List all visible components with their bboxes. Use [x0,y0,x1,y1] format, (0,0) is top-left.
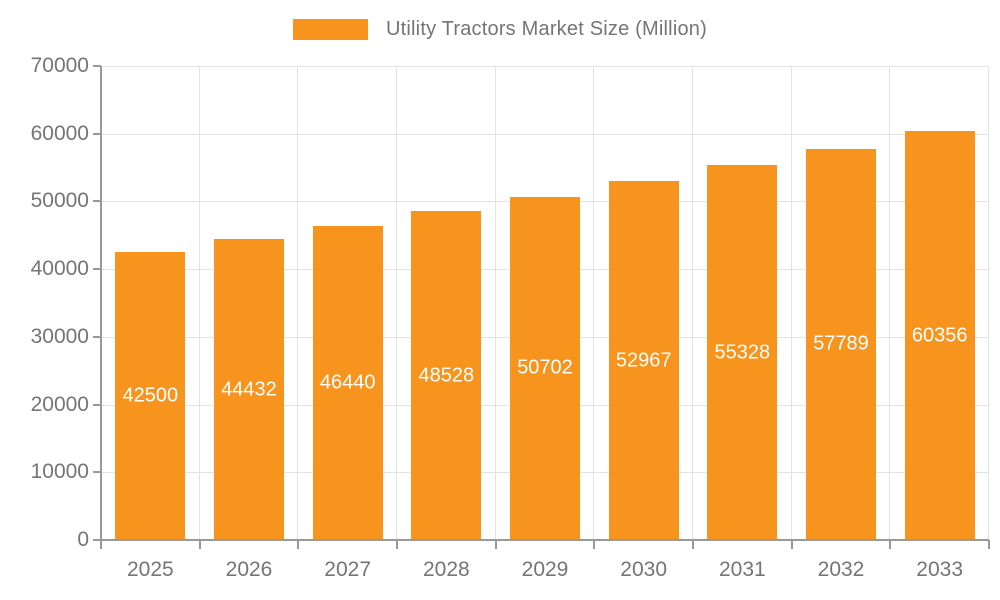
x-axis-label: 2031 [718,558,766,581]
x-axis-tick [692,540,694,549]
x-axis-tick [988,540,990,549]
x-axis-label: 2027 [324,558,372,581]
y-axis-label: 10000 [30,460,89,484]
gridline-vertical [889,66,891,540]
gridline-horizontal [101,133,989,135]
y-axis-tick [93,132,101,135]
x-axis-tick [593,540,596,549]
x-axis-label: 2033 [916,558,964,581]
gridline-vertical [790,66,792,540]
x-axis-tick [790,540,793,549]
gridline-horizontal [101,66,989,67]
x-axis-label: 2029 [521,558,569,581]
bar-2033[interactable]: 60356 [904,131,975,540]
y-axis-label: 0 [77,528,89,551]
plot-area: 42500 44432 46440 48528 50702 52967 55328 57789… [101,66,989,540]
y-axis-line [100,66,102,549]
y-axis-tick [93,471,101,474]
gridline-vertical [593,66,595,540]
gridline-vertical [396,66,397,540]
bar-value-label: 42500 [122,384,179,407]
gridline-vertical [988,66,989,540]
x-axis-label: 2032 [817,558,865,581]
bar-2026[interactable]: 44432 [214,239,284,540]
bar-2030[interactable]: 52967 [608,181,679,540]
bar-2027[interactable]: 46440 [312,225,383,540]
bar-value-label: 50702 [517,356,573,379]
bar-value-label: 57789 [813,332,869,355]
x-axis-tick [198,540,201,549]
x-axis-line [101,539,989,541]
y-axis-label: 20000 [30,392,89,416]
bar-value-label: 48528 [418,364,475,387]
x-axis-label: 2028 [422,558,470,581]
gridline-vertical [297,66,299,540]
legend-swatch[interactable] [293,19,368,40]
x-axis-tick [396,540,398,549]
y-axis-label: 50000 [30,189,89,213]
bar-2025[interactable]: 42500 [115,252,186,540]
y-axis-label: 30000 [30,324,89,348]
gridline-vertical [692,66,693,540]
bar-2028[interactable]: 48528 [411,211,482,540]
bar-2029[interactable]: 50702 [510,196,580,540]
legend-label[interactable]: Utility Tractors Market Size (Million) [386,18,707,40]
x-axis-label: 2026 [225,558,273,581]
y-axis-label: 70000 [30,54,89,77]
bar-value-label: 44432 [221,378,277,401]
y-axis-tick [93,268,101,271]
x-axis-tick [297,540,300,549]
bar-2031[interactable]: 55328 [707,165,778,540]
legend[interactable]: Utility Tractors Market Size (Million) [0,18,1000,41]
y-axis-tick [93,403,101,406]
y-axis-tick [93,335,101,338]
x-axis-label: 2030 [620,558,668,581]
y-axis-label: 40000 [30,257,89,281]
gridline-vertical [494,66,496,540]
x-axis-label: 2025 [126,558,174,581]
bar-value-label: 46440 [319,371,376,394]
y-axis-tick [93,539,101,541]
bar-value-label: 52967 [615,349,672,372]
bar-2032[interactable]: 57789 [806,148,876,540]
x-axis-tick [494,540,497,549]
bar-value-label: 60356 [911,324,968,347]
y-axis-label: 60000 [30,121,89,145]
x-axis-tick [889,540,892,549]
bar-value-label: 55328 [714,341,771,364]
gridline-vertical [198,66,200,540]
y-axis-tick [93,200,101,203]
y-axis-tick [93,65,101,67]
